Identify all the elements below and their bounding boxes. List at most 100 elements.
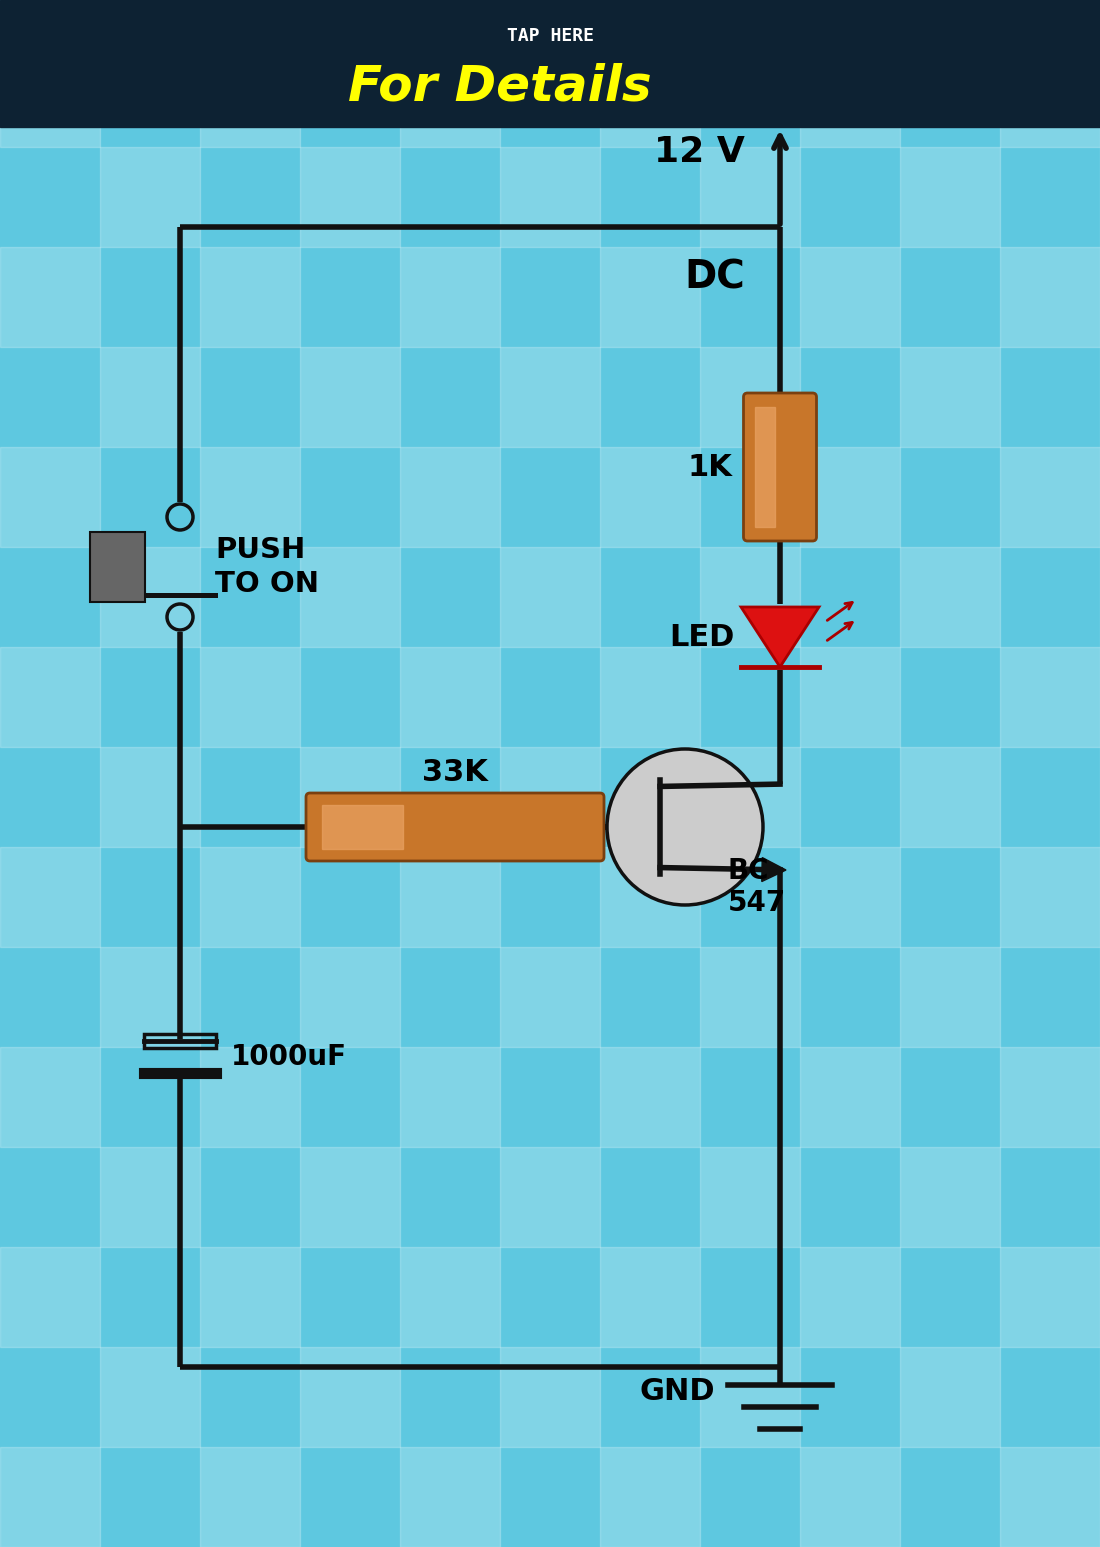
Text: DC: DC <box>684 258 745 295</box>
Bar <box>400 447 500 548</box>
Text: LED: LED <box>670 622 735 651</box>
Bar <box>0 1446 100 1547</box>
Polygon shape <box>762 857 786 882</box>
Bar <box>600 848 700 947</box>
Bar <box>500 147 600 248</box>
Bar <box>1000 1047 1100 1146</box>
Bar <box>800 1446 900 1547</box>
Bar <box>100 947 200 1047</box>
Text: TAP HERE: TAP HERE <box>506 26 594 45</box>
Bar <box>300 347 400 447</box>
Bar <box>500 747 600 848</box>
Bar <box>0 447 100 548</box>
Bar <box>600 248 700 347</box>
Bar <box>300 0 400 46</box>
Bar <box>0 1047 100 1146</box>
Bar <box>800 1047 900 1146</box>
Bar <box>322 804 404 849</box>
Bar <box>700 747 800 848</box>
Bar <box>900 147 1000 248</box>
Bar <box>500 1146 600 1247</box>
Polygon shape <box>741 606 820 667</box>
Bar <box>900 0 1000 46</box>
Bar <box>200 1247 300 1347</box>
Bar <box>900 548 1000 647</box>
Circle shape <box>607 749 763 905</box>
Bar <box>100 347 200 447</box>
FancyBboxPatch shape <box>306 794 604 862</box>
Bar <box>900 747 1000 848</box>
Text: 12 V: 12 V <box>654 135 745 169</box>
Bar <box>600 46 700 147</box>
Bar <box>100 147 200 248</box>
Bar <box>100 0 200 46</box>
Bar <box>600 1247 700 1347</box>
Bar <box>900 947 1000 1047</box>
Bar <box>800 46 900 147</box>
Bar <box>600 647 700 747</box>
Bar <box>600 1047 700 1146</box>
Bar <box>100 747 200 848</box>
Bar <box>144 1033 216 1047</box>
Bar <box>300 548 400 647</box>
Bar <box>100 1146 200 1247</box>
Bar <box>600 1446 700 1547</box>
Bar <box>1000 1247 1100 1347</box>
Bar <box>200 848 300 947</box>
Bar <box>400 647 500 747</box>
Bar <box>1000 447 1100 548</box>
Bar <box>1000 647 1100 747</box>
Text: BC
547: BC 547 <box>728 857 786 917</box>
Bar <box>1000 848 1100 947</box>
Bar <box>700 0 800 46</box>
Bar <box>200 1446 300 1547</box>
Bar <box>200 46 300 147</box>
Bar <box>100 548 200 647</box>
Bar <box>900 347 1000 447</box>
Bar <box>500 947 600 1047</box>
Bar <box>400 46 500 147</box>
Bar <box>700 1347 800 1446</box>
Text: GND: GND <box>639 1377 715 1406</box>
Bar <box>700 347 800 447</box>
Bar <box>0 647 100 747</box>
Bar <box>900 1347 1000 1446</box>
Bar <box>90 532 145 602</box>
Text: PUSH
TO ON: PUSH TO ON <box>214 535 319 599</box>
Bar <box>200 647 300 747</box>
Bar <box>400 248 500 347</box>
Bar <box>700 147 800 248</box>
Text: 33K: 33K <box>422 758 488 786</box>
Text: 1K: 1K <box>688 453 733 481</box>
Bar <box>0 1247 100 1347</box>
Bar <box>300 1347 400 1446</box>
Bar <box>0 248 100 347</box>
Bar <box>0 0 1100 127</box>
Bar <box>400 848 500 947</box>
Bar <box>400 1047 500 1146</box>
Bar <box>800 447 900 548</box>
Bar <box>800 848 900 947</box>
Bar <box>500 347 600 447</box>
Bar <box>300 747 400 848</box>
Bar <box>300 1146 400 1247</box>
Bar <box>900 1146 1000 1247</box>
Bar <box>200 447 300 548</box>
Bar <box>1000 46 1100 147</box>
Text: For Details: For Details <box>349 62 652 110</box>
Bar <box>700 1146 800 1247</box>
Bar <box>200 1047 300 1146</box>
Bar <box>500 0 600 46</box>
Bar <box>200 248 300 347</box>
Bar <box>1000 1446 1100 1547</box>
Bar <box>755 407 775 528</box>
Bar <box>0 46 100 147</box>
Bar <box>700 947 800 1047</box>
Text: 1000uF: 1000uF <box>231 1043 346 1071</box>
Bar <box>500 548 600 647</box>
Bar <box>400 1446 500 1547</box>
FancyBboxPatch shape <box>744 393 816 541</box>
Bar <box>400 1247 500 1347</box>
Bar <box>800 1247 900 1347</box>
Bar <box>0 848 100 947</box>
